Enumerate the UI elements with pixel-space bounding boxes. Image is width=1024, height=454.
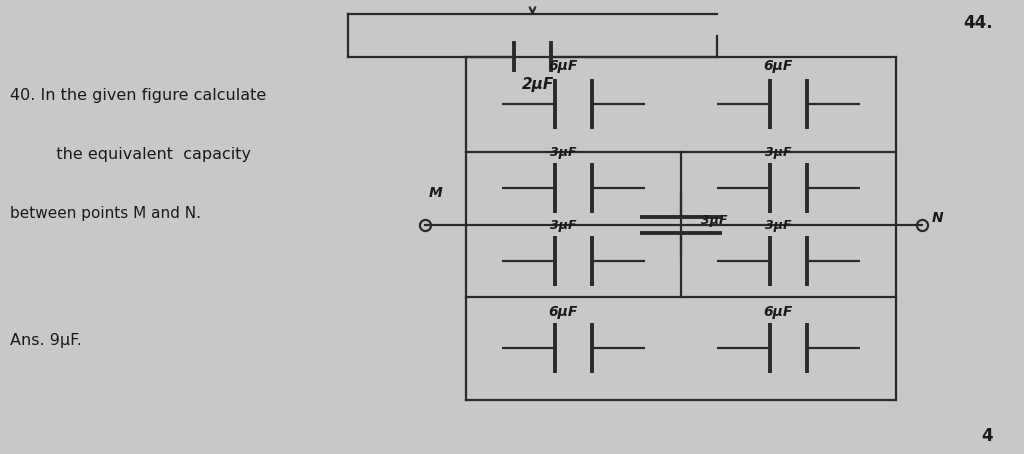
Text: 2μF: 2μF — [521, 77, 554, 92]
Text: 4: 4 — [982, 427, 993, 445]
Text: Ans. 9μF.: Ans. 9μF. — [10, 333, 82, 348]
Text: 6μF: 6μF — [549, 305, 578, 319]
Text: 3μF: 3μF — [765, 218, 792, 232]
Text: 3μF: 3μF — [765, 146, 792, 159]
Text: 3μF: 3μF — [550, 146, 577, 159]
Text: the equivalent  capacity: the equivalent capacity — [41, 147, 251, 162]
Text: 40. In the given figure calculate: 40. In the given figure calculate — [10, 88, 266, 103]
Text: M: M — [428, 186, 442, 200]
Text: N: N — [932, 211, 943, 225]
Text: 6μF: 6μF — [764, 59, 793, 73]
Text: 44.: 44. — [964, 14, 993, 32]
Text: 6μF: 6μF — [549, 59, 578, 73]
Text: 3μF: 3μF — [701, 214, 728, 227]
Text: 3μF: 3μF — [550, 218, 577, 232]
Text: 6μF: 6μF — [764, 305, 793, 319]
Text: between points M and N.: between points M and N. — [10, 206, 202, 221]
